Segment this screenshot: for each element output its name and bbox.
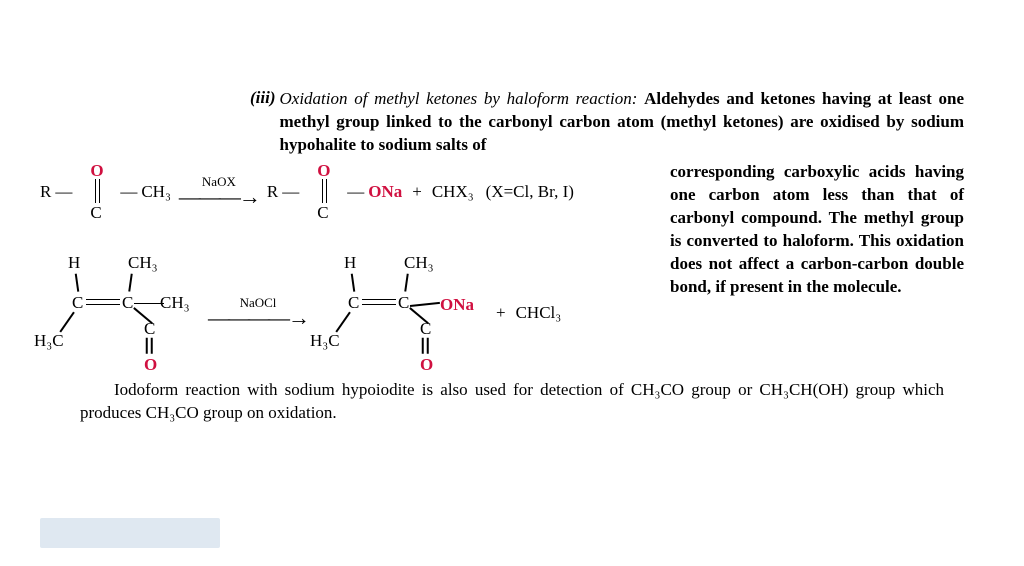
double-bond — [321, 179, 329, 203]
bp-chem1: CH₃CO — [631, 380, 684, 399]
atom-O: O — [420, 355, 433, 375]
eq2-CHCl3: CHCl₃ — [516, 303, 562, 323]
bottom-paragraph: Iodoform reaction with sodium hypoiodite… — [80, 379, 944, 425]
bond — [151, 338, 153, 354]
bond — [422, 338, 424, 354]
heading-block: (iii) Oxidation of methyl ketones by hal… — [250, 88, 964, 157]
bond — [405, 273, 409, 291]
bond-dash: — — [282, 182, 299, 202]
arrow-shaft: ———→ — [179, 186, 259, 208]
bond-dash: — — [120, 182, 137, 202]
bond-dash: — — [55, 182, 72, 202]
heading-text: Oxidation of methyl ketones by haloform … — [280, 88, 965, 157]
equation-2: H CH₃ C C H₃C CH₃ C O — [40, 257, 561, 377]
atom-C: C — [72, 293, 83, 313]
atom-C: C — [348, 293, 359, 313]
bond — [410, 302, 440, 307]
bond — [134, 303, 164, 305]
eq1-R2: R — [267, 182, 278, 202]
eq1-R: R — [40, 182, 51, 202]
bond — [86, 304, 120, 306]
bond — [427, 338, 429, 354]
eq1-paren: (X=Cl, Br, I) — [486, 182, 574, 202]
eq1-ONa: ONa — [368, 182, 402, 202]
bp-chem2: CH₃CH(OH) — [759, 380, 848, 399]
carbonyl-struct: O C — [76, 167, 116, 225]
bp-4: group on oxidation. — [199, 403, 337, 422]
atom-O: O — [90, 161, 103, 181]
bond — [351, 273, 355, 291]
bond — [362, 299, 396, 301]
reaction-arrow: NaOX ———→ — [179, 175, 259, 208]
atom-CH3: CH₃ — [160, 293, 190, 313]
atom-CH3: CH₃ — [404, 253, 434, 273]
alkene-ketone-left: H CH₃ C C H₃C CH₃ C O — [40, 257, 200, 377]
reaction-arrow: NaOCl ————→ — [208, 296, 308, 329]
atom-H3C: H₃C — [310, 331, 340, 351]
atom-CH3: CH₃ — [128, 253, 158, 273]
atom-H3C: H₃C — [34, 331, 64, 351]
bond — [75, 273, 79, 291]
atom-O: O — [317, 161, 330, 181]
mid-row: R — O C — CH₃ NaOX ———→ R — O — [40, 161, 984, 371]
bond — [129, 273, 133, 291]
atom-H: H — [344, 253, 356, 273]
atom-C: C — [398, 293, 409, 313]
plus-sign: + — [412, 182, 422, 202]
bp-1: Iodoform reaction with sodium hypoiodite… — [114, 380, 631, 399]
footer-bar — [40, 518, 220, 548]
bp-2: group or — [684, 380, 759, 399]
bond — [362, 304, 396, 306]
bond — [146, 338, 148, 354]
list-marker: (iii) — [250, 88, 280, 108]
bond — [335, 311, 350, 332]
plus-sign: + — [496, 303, 506, 323]
carbonyl-struct: O C — [303, 167, 343, 225]
atom-C: C — [317, 203, 328, 223]
page: (iii) Oxidation of methyl ketones by hal… — [0, 0, 1024, 566]
eq1-CH3: CH₃ — [141, 182, 171, 202]
atom-C: C — [122, 293, 133, 313]
bond — [59, 311, 74, 332]
alkene-acid-salt-right: H CH₃ C C H₃C ONa C O — [316, 257, 486, 377]
bond — [86, 299, 120, 301]
atom-C: C — [90, 203, 101, 223]
right-paragraph: corresponding carboxylic acids having on… — [660, 161, 984, 371]
heading-title: Oxidation of methyl ketones by haloform … — [280, 89, 638, 108]
double-bond — [94, 179, 102, 203]
atom-O: O — [144, 355, 157, 375]
atom-ONa: ONa — [440, 295, 474, 315]
bond-dash: — — [347, 182, 364, 202]
atom-H: H — [68, 253, 80, 273]
arrow-shaft: ————→ — [208, 307, 308, 329]
equations-area: R — O C — CH₃ NaOX ———→ R — O — [40, 161, 660, 371]
eq1-CHX3: CHX₃ — [432, 182, 474, 202]
bp-chem3: CH₃CO — [146, 403, 199, 422]
equation-1: R — O C — CH₃ NaOX ———→ R — O — [40, 167, 574, 225]
